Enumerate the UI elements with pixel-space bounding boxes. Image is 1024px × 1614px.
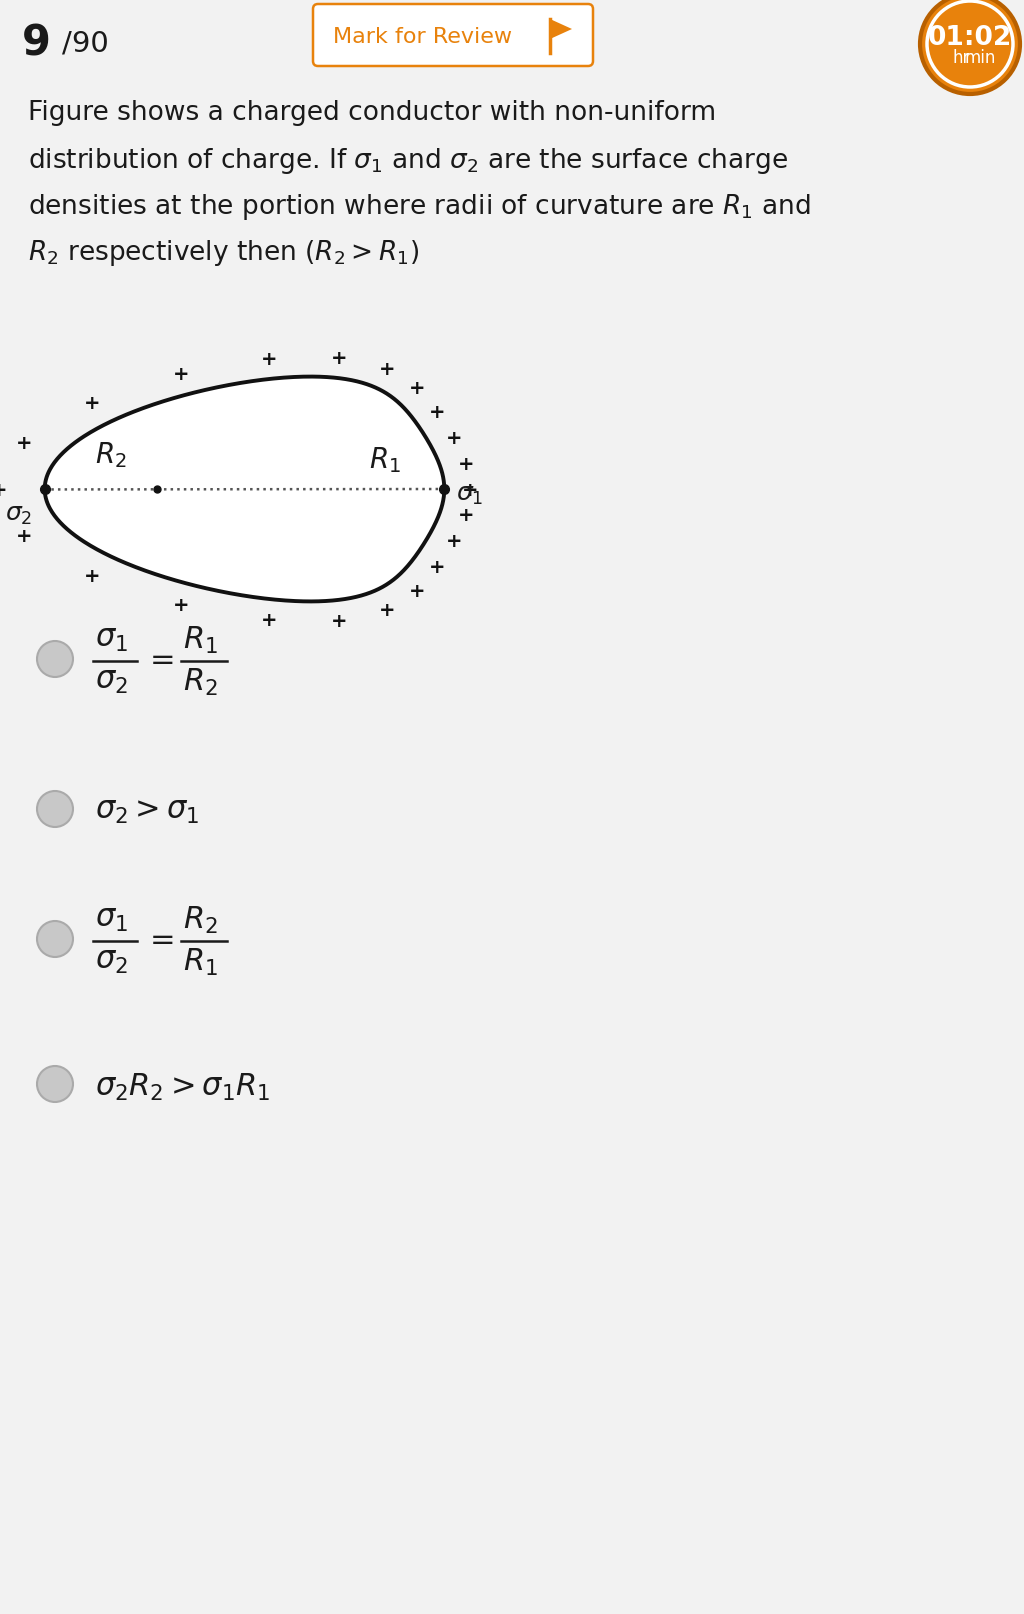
Circle shape (37, 791, 73, 828)
Text: +: + (409, 379, 425, 397)
Text: $R_2$: $R_2$ (183, 667, 218, 697)
Text: $R_1$: $R_1$ (183, 625, 218, 655)
Text: distribution of charge. If $\sigma_1$ and $\sigma_2$ are the surface charge: distribution of charge. If $\sigma_1$ an… (28, 145, 788, 176)
Text: min: min (965, 48, 995, 66)
Circle shape (37, 1067, 73, 1102)
Circle shape (920, 0, 1020, 95)
Text: 01:02: 01:02 (928, 24, 1012, 52)
Text: +: + (429, 404, 445, 421)
Text: $R_1$: $R_1$ (370, 445, 401, 475)
Text: +: + (429, 557, 445, 576)
Text: $R_1$: $R_1$ (183, 946, 218, 976)
Text: +: + (0, 481, 7, 499)
Text: +: + (379, 600, 395, 620)
Text: +: + (379, 360, 395, 379)
Text: $R_2$: $R_2$ (94, 441, 126, 470)
Text: +: + (409, 581, 425, 600)
Text: hr: hr (952, 48, 970, 66)
Polygon shape (45, 378, 444, 602)
FancyBboxPatch shape (313, 5, 593, 66)
Text: +: + (83, 394, 100, 413)
Polygon shape (550, 19, 572, 40)
Text: +: + (83, 567, 100, 586)
Text: +: + (331, 612, 347, 631)
Text: =: = (150, 926, 176, 955)
Text: +: + (261, 610, 278, 629)
Circle shape (37, 642, 73, 678)
Text: +: + (261, 350, 278, 370)
Text: $\sigma_2$: $\sigma_2$ (95, 667, 128, 696)
Text: $\sigma_2$: $\sigma_2$ (95, 947, 128, 976)
Text: Figure shows a charged conductor with non-uniform: Figure shows a charged conductor with no… (28, 100, 716, 126)
Text: /90: /90 (62, 31, 109, 58)
Text: +: + (462, 481, 478, 499)
Text: +: + (331, 349, 347, 368)
Text: $\sigma_1$: $\sigma_1$ (95, 905, 128, 935)
Text: +: + (458, 455, 474, 473)
Text: $R_2$ respectively then ($R_2 > R_1$): $R_2$ respectively then ($R_2 > R_1$) (28, 237, 419, 268)
Text: densities at the portion where radii of curvature are $R_1$ and: densities at the portion where radii of … (28, 192, 811, 221)
Text: +: + (445, 429, 462, 447)
Text: $\sigma_2$: $\sigma_2$ (5, 504, 33, 528)
Text: Mark for Review: Mark for Review (334, 27, 513, 47)
Text: $\sigma_1$: $\sigma_1$ (457, 483, 483, 507)
Text: $\sigma_2 R_2 > \sigma_1 R_1$: $\sigma_2 R_2 > \sigma_1 R_1$ (95, 1070, 270, 1102)
Text: +: + (445, 531, 462, 550)
Text: $\sigma_1$: $\sigma_1$ (95, 625, 128, 654)
Text: +: + (173, 596, 189, 615)
Text: +: + (458, 505, 474, 525)
Text: $\sigma_2 > \sigma_1$: $\sigma_2 > \sigma_1$ (95, 797, 199, 826)
Circle shape (37, 922, 73, 957)
Text: $R_2$: $R_2$ (183, 904, 218, 935)
Text: 9: 9 (22, 23, 51, 65)
Text: =: = (150, 646, 176, 675)
Text: +: + (15, 434, 33, 454)
Text: +: + (173, 365, 189, 384)
Text: +: + (15, 526, 33, 546)
